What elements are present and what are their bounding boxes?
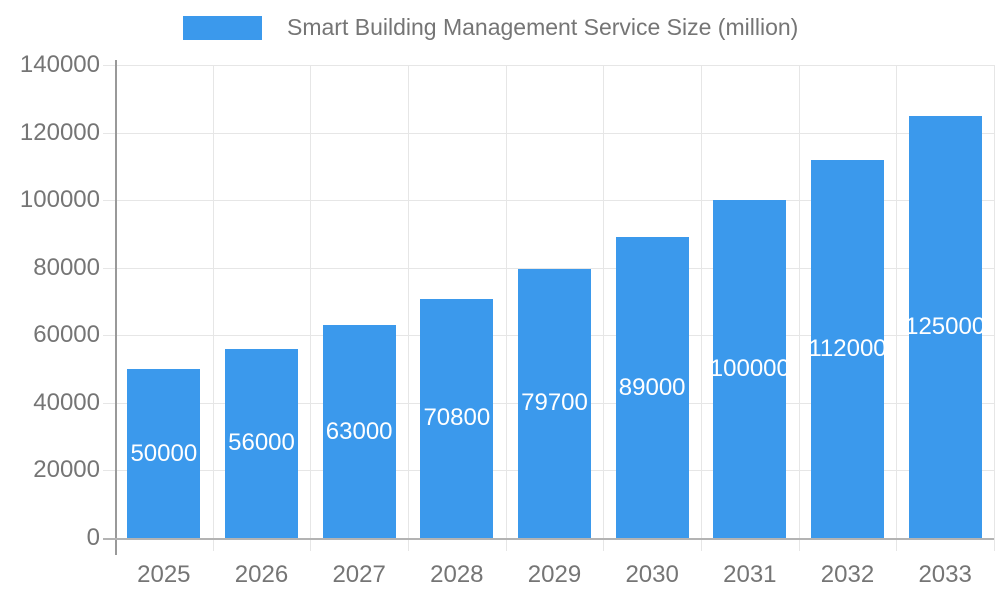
x-tick-label: 2030	[625, 561, 679, 588]
y-tick-label: 100000	[19, 186, 100, 213]
y-tick	[103, 470, 115, 471]
x-tick	[213, 538, 214, 551]
y-tick-label: 0	[86, 524, 100, 551]
v-gridline	[603, 65, 604, 538]
x-axis-line	[103, 538, 994, 540]
x-tick-label: 2025	[137, 561, 191, 588]
bar	[127, 369, 201, 538]
v-gridline	[896, 65, 897, 538]
bar	[420, 298, 494, 538]
bar	[322, 325, 396, 538]
x-tick	[506, 538, 507, 551]
x-tick-label: 2032	[820, 561, 875, 588]
y-axis-line	[115, 60, 117, 555]
bar-value-label: 125000	[905, 312, 986, 340]
legend-label: Smart Building Management Service Size (…	[287, 14, 799, 40]
x-tick-label: 2026	[234, 561, 289, 588]
x-tick	[310, 538, 311, 551]
x-tick	[408, 538, 409, 551]
y-tick-label: 20000	[33, 456, 100, 483]
y-tick-label: 120000	[19, 119, 100, 146]
bar-value-label: 112000	[808, 334, 887, 362]
y-tick-label: 40000	[33, 389, 100, 416]
bar	[713, 200, 787, 538]
bar-value-label: 100000	[709, 355, 790, 383]
y-tick-label: 140000	[19, 51, 100, 78]
x-tick	[799, 538, 800, 551]
x-tick-label: 2029	[527, 561, 582, 588]
bar-value-label: 89000	[618, 373, 686, 401]
y-tick	[103, 133, 115, 134]
v-gridline	[994, 65, 995, 538]
v-gridline	[701, 65, 702, 538]
y-tick	[103, 403, 115, 404]
bar-value-label: 50000	[130, 439, 198, 467]
v-gridline	[799, 65, 800, 538]
h-gridline	[115, 200, 994, 201]
bar	[615, 237, 689, 538]
legend-swatch	[183, 15, 262, 40]
x-tick-label: 2028	[430, 561, 484, 588]
v-gridline	[506, 65, 507, 538]
v-gridline	[310, 65, 311, 538]
x-tick	[701, 538, 702, 551]
x-tick-label: 2033	[918, 561, 972, 588]
bar	[225, 348, 298, 538]
bar-value-label: 63000	[325, 417, 393, 445]
bar	[811, 159, 884, 538]
y-tick	[103, 335, 115, 336]
bar-value-label: 56000	[228, 429, 295, 457]
v-gridline	[408, 65, 409, 538]
x-tick-label: 2031	[723, 561, 777, 588]
x-tick	[994, 538, 995, 551]
h-gridline	[115, 268, 994, 269]
x-tick	[603, 538, 604, 551]
y-tick	[103, 200, 115, 201]
y-tick	[103, 268, 115, 269]
y-tick-label: 60000	[33, 321, 100, 348]
v-gridline	[213, 65, 214, 538]
bar	[908, 115, 982, 538]
y-tick-label: 80000	[33, 254, 100, 281]
bar-value-label: 79700	[521, 389, 588, 417]
h-gridline	[115, 65, 994, 66]
x-tick	[896, 538, 897, 551]
x-tick-label: 2027	[332, 561, 386, 588]
bar-value-label: 70800	[423, 404, 491, 432]
bar	[518, 268, 591, 538]
h-gridline	[115, 133, 994, 134]
y-tick	[103, 65, 115, 66]
legend: Smart Building Management Service Size (…	[183, 14, 798, 41]
